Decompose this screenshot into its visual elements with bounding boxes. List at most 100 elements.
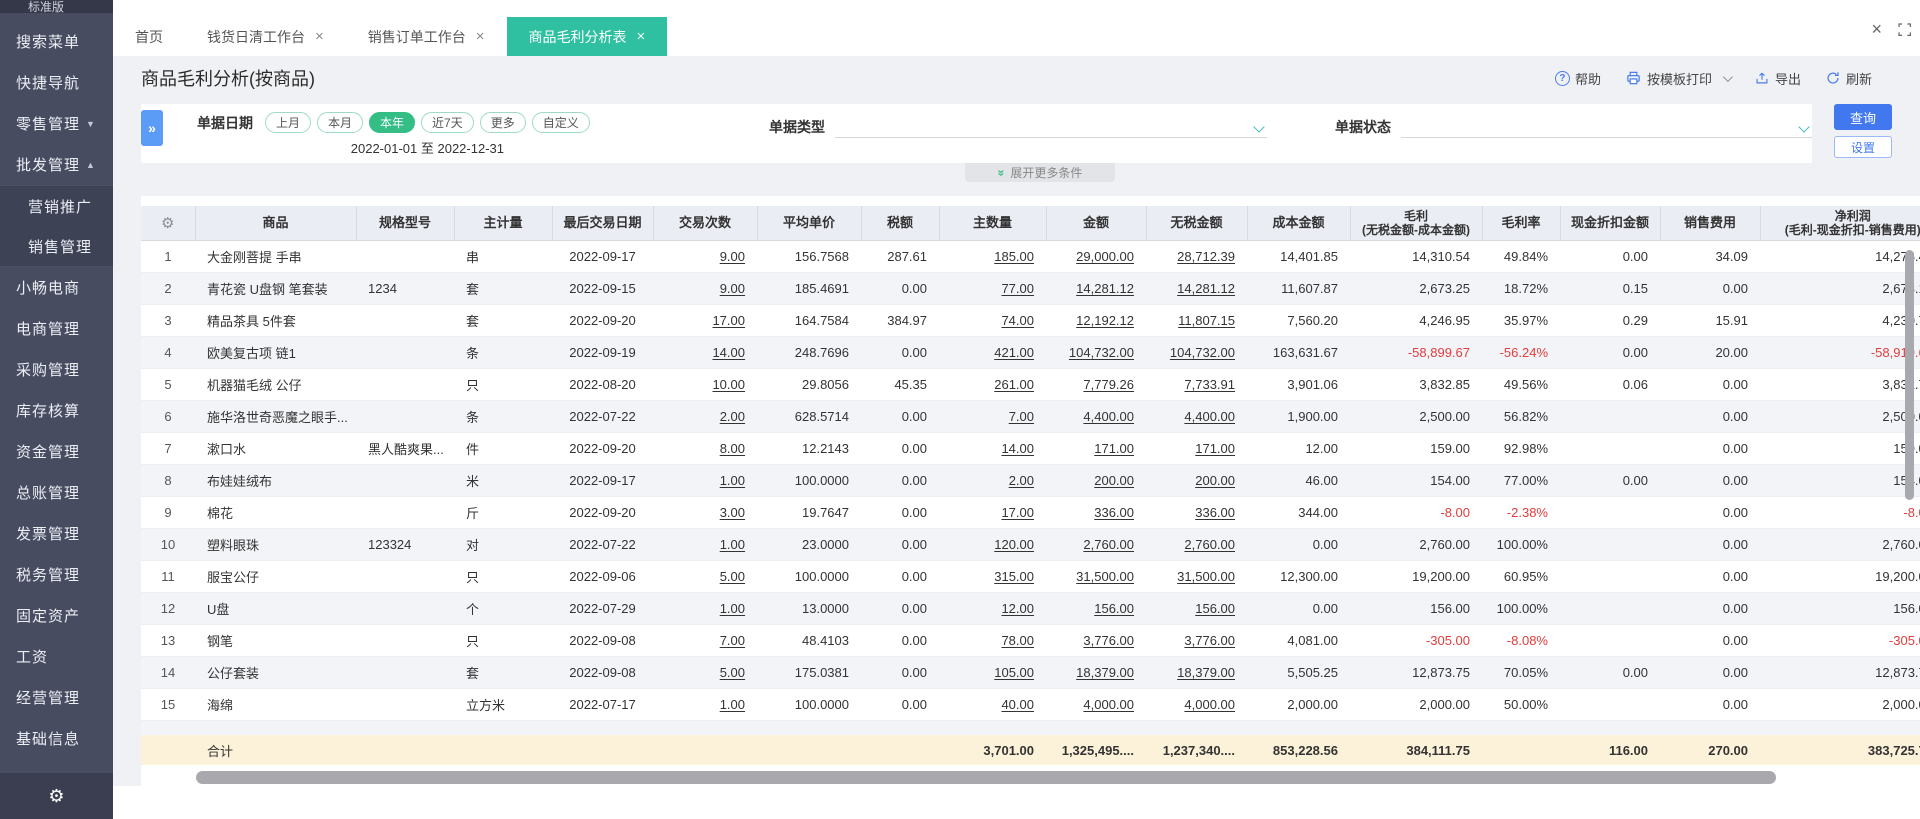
cell[interactable]: 4,000.00 — [1046, 688, 1146, 721]
cell[interactable]: 1.00 — [653, 592, 757, 625]
sidebar-item-搜索菜单[interactable]: 搜索菜单 — [0, 21, 113, 62]
sidebar-item-零售管理[interactable]: 零售管理 ▼ — [0, 103, 113, 144]
cell[interactable]: 14.00 — [653, 336, 757, 369]
close-icon[interactable]: × — [636, 28, 646, 45]
cell[interactable]: 1.00 — [653, 528, 757, 561]
cell[interactable]: 4,400.00 — [1146, 400, 1247, 433]
column-header[interactable]: 平均单价 — [757, 206, 862, 241]
sidebar-item-电商管理[interactable]: 电商管理 — [0, 308, 113, 349]
cell[interactable]: 3,776.00 — [1146, 624, 1247, 657]
cell[interactable]: 105.00 — [939, 656, 1046, 689]
cell[interactable]: 18,379.00 — [1046, 656, 1146, 689]
close-tab-icon[interactable]: × — [1871, 19, 1882, 39]
cell[interactable]: 11,807.15 — [1146, 304, 1247, 337]
cell[interactable]: 4,000.00 — [1146, 688, 1247, 721]
sidebar-item-经营管理[interactable]: 经营管理 — [0, 677, 113, 718]
cell[interactable]: 171.00 — [1046, 432, 1146, 465]
cell[interactable]: 336.00 — [1146, 496, 1247, 529]
collapse-filter-button[interactable]: » — [141, 110, 163, 146]
column-header[interactable]: 无税金额 — [1146, 206, 1248, 241]
date-pill-本月[interactable]: 本月 — [317, 112, 364, 133]
print-by-template-button[interactable]: 按模板打印 — [1625, 69, 1733, 88]
cell[interactable]: 28,712.39 — [1146, 240, 1247, 273]
cell[interactable]: 9.00 — [653, 272, 757, 305]
cell[interactable]: 31,500.00 — [1146, 560, 1247, 593]
column-header[interactable]: 主计量 — [454, 206, 553, 241]
sidebar-item-小畅电商[interactable]: 小畅电商 — [0, 267, 113, 308]
cell[interactable]: 12.00 — [939, 592, 1046, 625]
sidebar-item-税务管理[interactable]: 税务管理 — [0, 554, 113, 595]
sidebar-item-库存核算[interactable]: 库存核算 — [0, 390, 113, 431]
close-icon[interactable]: × — [475, 28, 485, 45]
cell[interactable]: 5.00 — [653, 656, 757, 689]
expand-more-button[interactable]: » 展开更多条件 — [965, 163, 1115, 182]
fullscreen-icon[interactable] — [1896, 21, 1912, 37]
cell[interactable]: 12,192.12 — [1046, 304, 1146, 337]
cell[interactable]: 3,776.00 — [1046, 624, 1146, 657]
column-header[interactable]: 毛利率 — [1482, 206, 1561, 241]
cell[interactable]: 31,500.00 — [1046, 560, 1146, 593]
cell[interactable]: 17.00 — [653, 304, 757, 337]
column-header[interactable]: 金额 — [1046, 206, 1147, 241]
date-pill-上月[interactable]: 上月 — [265, 112, 312, 133]
cell[interactable]: 14.00 — [939, 432, 1046, 465]
column-header[interactable]: 最后交易日期 — [552, 206, 654, 241]
column-header[interactable]: 净利润 (毛利-现金折扣-销售费用) — [1760, 206, 1920, 241]
sidebar-item-资金管理[interactable]: 资金管理 — [0, 431, 113, 472]
sidebar-item-固定资产[interactable]: 固定资产 — [0, 595, 113, 636]
date-pill-更多[interactable]: 更多 — [479, 112, 526, 133]
sidebar-item-工资[interactable]: 工资 — [0, 636, 113, 677]
cell[interactable]: 171.00 — [1146, 432, 1247, 465]
cell[interactable]: 315.00 — [939, 560, 1046, 593]
sidebar-item-基础信息[interactable]: 基础信息 — [0, 718, 113, 759]
help-button[interactable]: ? 帮助 — [1554, 69, 1601, 88]
export-button[interactable]: 导出 — [1754, 69, 1801, 88]
sidebar-item-总账管理[interactable]: 总账管理 — [0, 472, 113, 513]
cell[interactable]: 200.00 — [1146, 464, 1247, 497]
tab-首页[interactable]: 首页 — [113, 17, 185, 56]
tab-销售订单工作台[interactable]: 销售订单工作台 × — [346, 17, 507, 56]
cell[interactable]: 336.00 — [1046, 496, 1146, 529]
cell[interactable]: 200.00 — [1046, 464, 1146, 497]
cell[interactable]: 9.00 — [653, 240, 757, 273]
refresh-button[interactable]: 刷新 — [1825, 69, 1872, 88]
cell[interactable]: 156.00 — [1146, 592, 1247, 625]
settings-button[interactable]: 设置 — [1834, 136, 1892, 158]
column-header[interactable]: 主数量 — [939, 206, 1047, 241]
column-header[interactable]: 交易次数 — [653, 206, 758, 241]
cell[interactable]: 7,733.91 — [1146, 368, 1247, 401]
column-header[interactable]: 税额 — [861, 206, 940, 241]
cell[interactable]: 5.00 — [653, 560, 757, 593]
tab-钱货日清工作台[interactable]: 钱货日清工作台 × — [185, 17, 346, 56]
sidebar-item-采购管理[interactable]: 采购管理 — [0, 349, 113, 390]
date-pill-本年[interactable]: 本年 — [369, 112, 416, 133]
cell[interactable]: 3.00 — [653, 496, 757, 529]
cell[interactable]: 7.00 — [653, 624, 757, 657]
cell[interactable]: 120.00 — [939, 528, 1046, 561]
column-header[interactable]: 现金折扣金额 — [1560, 206, 1661, 241]
cell[interactable]: 2.00 — [939, 464, 1046, 497]
cell[interactable]: 40.00 — [939, 688, 1046, 721]
doc-type-select[interactable] — [835, 116, 1267, 138]
column-header[interactable]: 毛利 (无税金额-成本金额) — [1350, 206, 1483, 241]
cell[interactable]: 77.00 — [939, 272, 1046, 305]
sidebar-item-销售管理[interactable]: 销售管理 — [0, 226, 113, 267]
sidebar-item-快捷导航[interactable]: 快捷导航 — [0, 62, 113, 103]
sidebar-item-批发管理[interactable]: 批发管理 ▲ — [0, 144, 113, 185]
date-pill-近7天[interactable]: 近7天 — [421, 112, 474, 133]
query-button[interactable]: 查询 — [1834, 104, 1892, 130]
cell[interactable]: 4,400.00 — [1046, 400, 1146, 433]
cell[interactable]: 1.00 — [653, 464, 757, 497]
column-settings-header[interactable]: ⚙ — [141, 206, 196, 241]
settings-gear-icon[interactable]: ⚙ — [48, 785, 65, 806]
cell[interactable]: 156.00 — [1046, 592, 1146, 625]
cell[interactable]: 78.00 — [939, 624, 1046, 657]
cell[interactable]: 2,760.00 — [1046, 528, 1146, 561]
cell[interactable]: 2,760.00 — [1146, 528, 1247, 561]
cell[interactable]: 2.00 — [653, 400, 757, 433]
sidebar-item-发票管理[interactable]: 发票管理 — [0, 513, 113, 554]
cell[interactable]: 18,379.00 — [1146, 656, 1247, 689]
date-pill-自定义[interactable]: 自定义 — [531, 112, 590, 133]
sidebar-item-营销推广[interactable]: 营销推广 — [0, 185, 113, 226]
chevron-down-icon[interactable] — [1722, 71, 1733, 82]
